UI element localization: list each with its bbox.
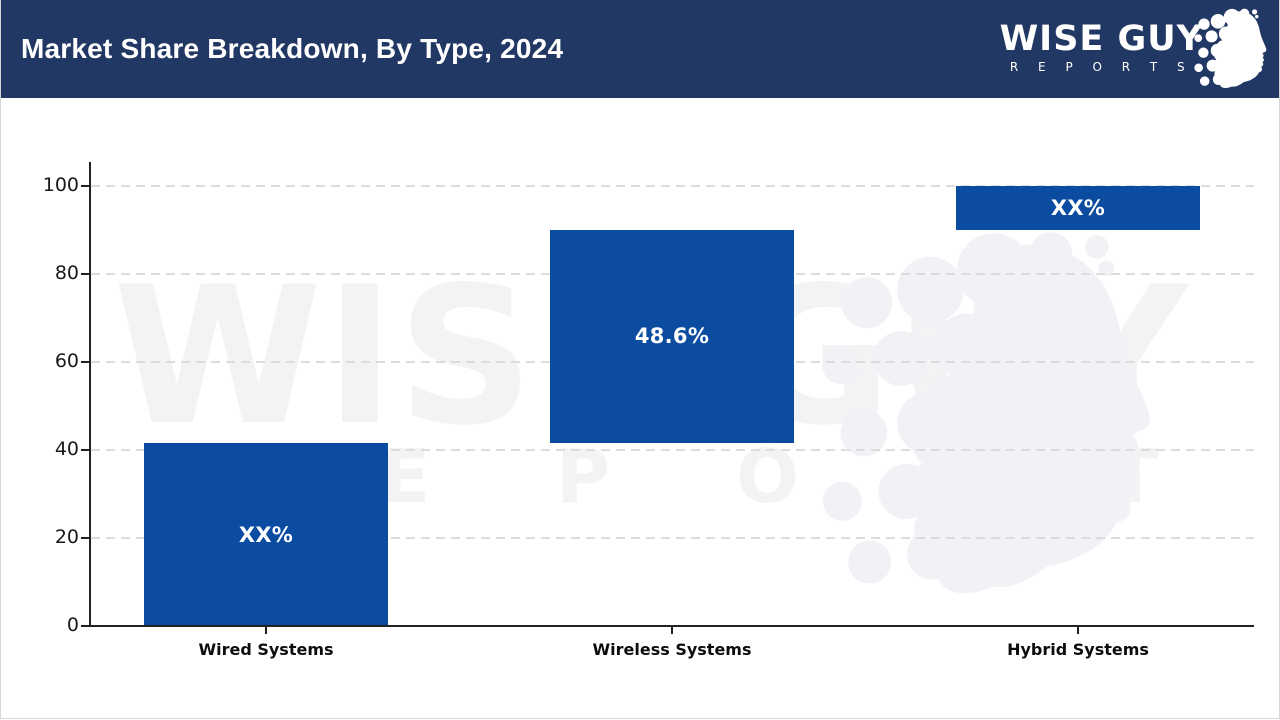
y-tick-label-60: 60 — [54, 350, 79, 372]
brand-logo: WISE GUY R E P O R T S — [1000, 6, 1271, 94]
bar-wired-systems: XX% — [144, 443, 388, 626]
y-tick-20 — [81, 537, 90, 539]
bar-value-label-wired-systems: XX% — [238, 522, 294, 547]
gridline-20 — [91, 537, 1254, 539]
category-label-hybrid-systems: Hybrid Systems — [1007, 640, 1149, 659]
y-axis-line — [89, 162, 91, 626]
x-tick-wired-systems — [265, 626, 267, 634]
gridline-100 — [91, 185, 1254, 187]
x-tick-wireless-systems — [671, 626, 673, 634]
header-bar: Market Share Breakdown, By Type, 2024 WI… — [1, 0, 1279, 98]
category-label-wired-systems: Wired Systems — [198, 640, 334, 659]
logo-head-icon — [1189, 8, 1275, 94]
bar-value-label-hybrid-systems: XX% — [1050, 195, 1106, 220]
bar-value-label-wireless-systems: 48.6% — [634, 324, 710, 349]
y-tick-label-40: 40 — [54, 438, 79, 460]
x-tick-hybrid-systems — [1077, 626, 1079, 634]
y-tick-label-100: 100 — [42, 174, 79, 196]
y-tick-label-20: 20 — [54, 526, 79, 548]
brand-name: WISE GUY — [999, 19, 1203, 59]
y-tick-0 — [81, 625, 90, 627]
page-title: Market Share Breakdown, By Type, 2024 — [21, 33, 564, 64]
brand-logo-text: WISE GUY R E P O R T S — [999, 19, 1203, 75]
bar-wireless-systems: 48.6% — [550, 229, 794, 444]
y-tick-60 — [81, 361, 90, 363]
gridline-40 — [91, 449, 1254, 451]
category-label-wireless-systems: Wireless Systems — [592, 640, 752, 659]
brand-subtitle: R E P O R T S — [1009, 60, 1193, 74]
y-tick-80 — [81, 273, 90, 275]
y-tick-40 — [81, 449, 90, 451]
y-tick-100 — [81, 185, 90, 187]
bar-hybrid-systems: XX% — [956, 186, 1200, 230]
y-tick-label-80: 80 — [54, 262, 79, 284]
waterfall-chart: 0 20 40 60 80 100 XX% Wired Systems 48.6% Wireles… — [1, 98, 1279, 718]
y-tick-label-0: 0 — [66, 614, 79, 636]
